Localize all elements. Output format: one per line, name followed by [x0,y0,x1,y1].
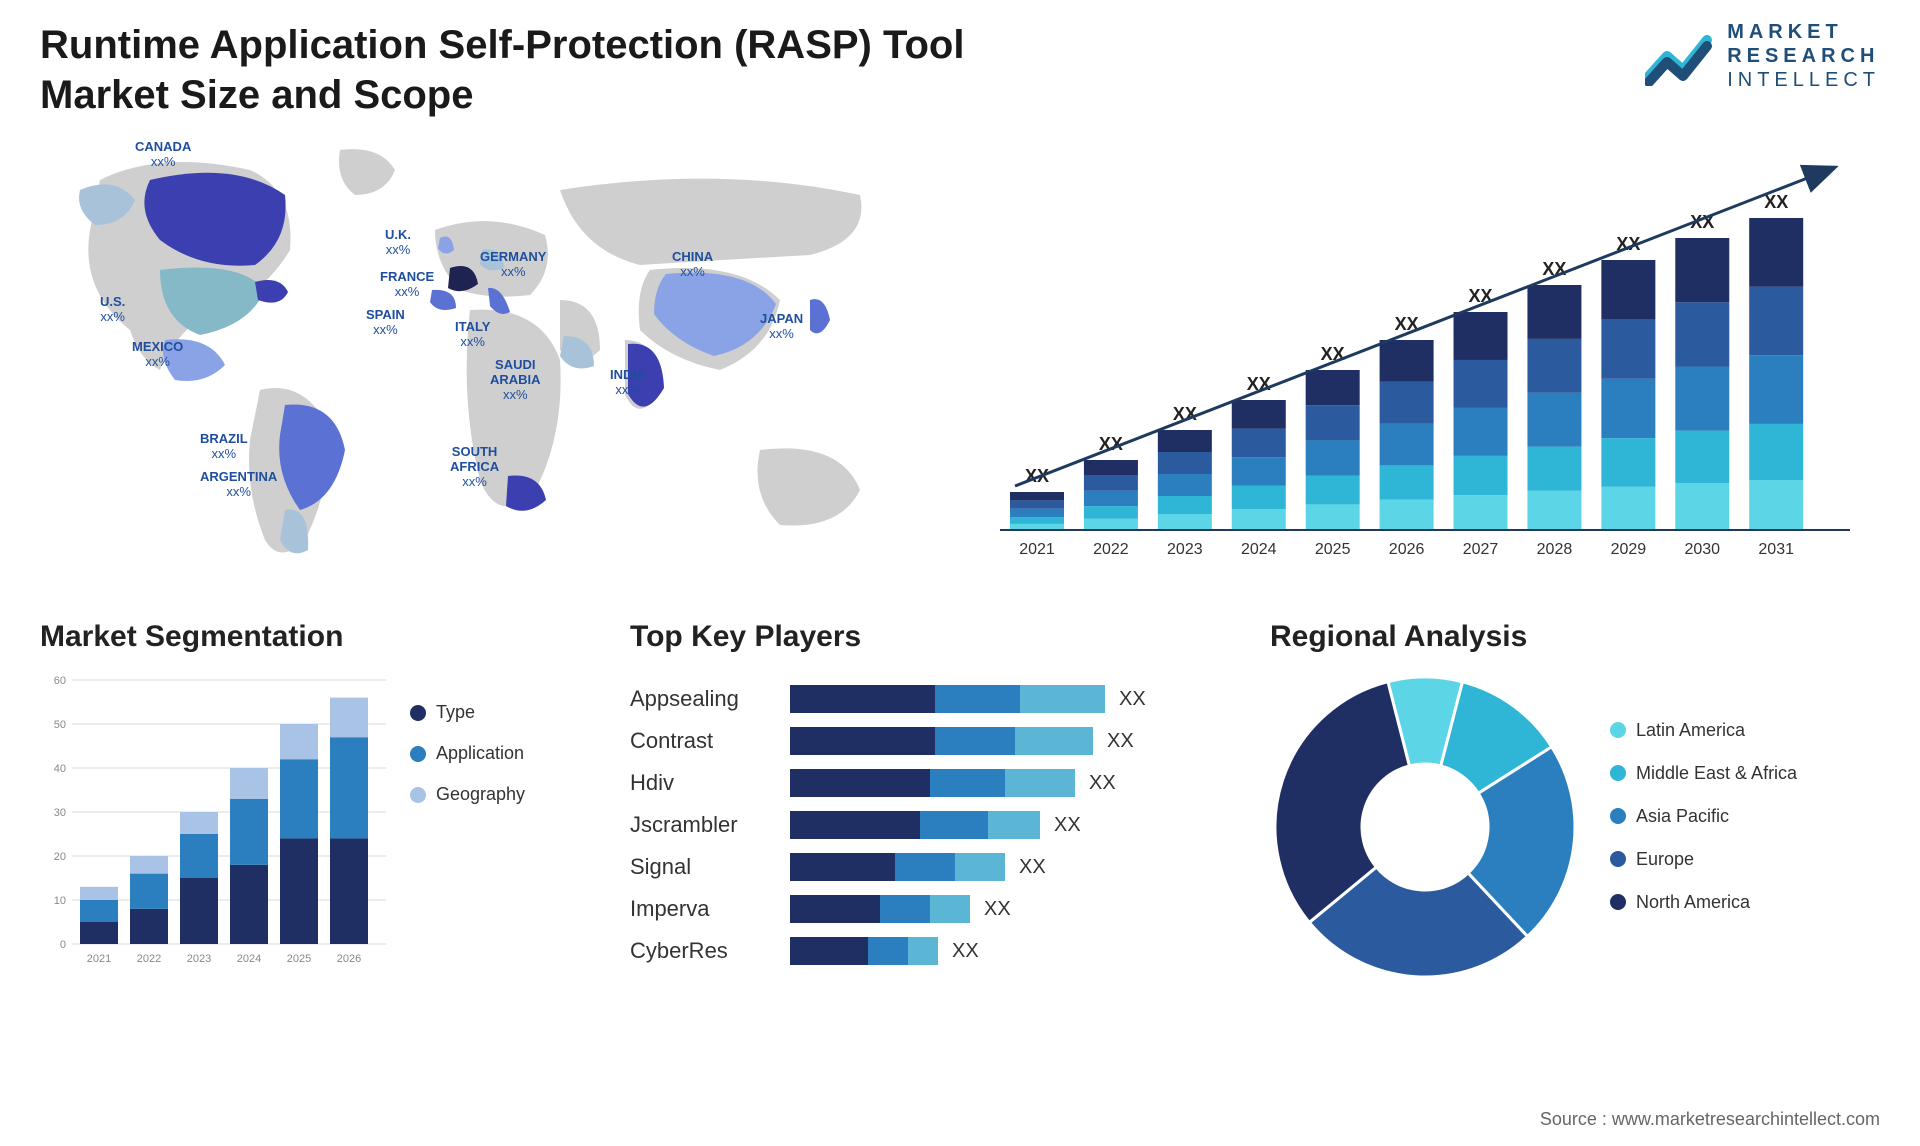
player-bar-row: XX [790,930,1240,972]
svg-text:2025: 2025 [1315,541,1351,558]
player-name: CyberRes [630,930,780,972]
legend-item: Middle East & Africa [1610,763,1880,784]
svg-text:10: 10 [54,895,66,907]
svg-text:60: 60 [54,675,66,687]
player-name: Jscrambler [630,804,780,846]
brand-logo: MARKET RESEARCH INTELLECT [1645,20,1880,92]
svg-text:2021: 2021 [1019,541,1055,558]
legend-item: Application [410,743,525,764]
players-name-list: AppsealingContrastHdivJscramblerSignalIm… [630,672,780,972]
svg-text:20: 20 [54,851,66,863]
svg-text:2022: 2022 [137,953,161,965]
svg-text:2023: 2023 [187,953,211,965]
segmentation-panel: Market Segmentation 0 10 20 30 40 50 60 2021 202… [40,620,600,1020]
player-name: Signal [630,846,780,888]
map-country-label: CANADAxx% [135,140,191,170]
svg-text:2022: 2022 [1093,541,1129,558]
segmentation-chart: 0 10 20 30 40 50 60 2021 2022 2023 2024 2025 2026 [40,672,390,972]
svg-text:2027: 2027 [1463,541,1499,558]
map-country-label: FRANCExx% [380,270,434,300]
map-country-label: SPAINxx% [366,308,405,338]
legend-item: Asia Pacific [1610,806,1880,827]
map-country-label: JAPANxx% [760,312,803,342]
players-panel: Top Key Players AppsealingContrastHdivJs… [630,620,1240,1020]
map-country-label: ARGENTINAxx% [200,470,277,500]
regional-legend: Latin America Middle East & Africa Asia Pa… [1610,720,1880,935]
player-name: Hdiv [630,762,780,804]
player-bar-row: XX [790,846,1240,888]
player-name: Imperva [630,888,780,930]
map-country-label: INDIAxx% [610,368,645,398]
svg-text:2024: 2024 [237,953,261,965]
map-country-label: ITALYxx% [455,320,490,350]
regional-title: Regional Analysis [1270,620,1880,654]
legend-item: Europe [1610,849,1880,870]
segmentation-title: Market Segmentation [40,620,600,654]
logo-text: MARKET RESEARCH INTELLECT [1727,20,1880,92]
players-title: Top Key Players [630,620,1240,654]
legend-item: Latin America [1610,720,1880,741]
svg-text:50: 50 [54,719,66,731]
map-country-label: BRAZILxx% [200,432,248,462]
svg-text:2023: 2023 [1167,541,1203,558]
player-name: Appsealing [630,678,780,720]
svg-text:2026: 2026 [1389,541,1425,558]
map-country-label: U.S.xx% [100,295,125,325]
svg-text:0: 0 [60,939,66,951]
map-country-label: SOUTHAFRICAxx% [450,445,499,490]
map-country-label: CHINAxx% [672,250,713,280]
growth-chart-panel: XX2021XX2022XX2023XX2024XX2025XX2026XX20… [950,140,1880,570]
svg-text:2021: 2021 [87,953,111,965]
svg-text:2024: 2024 [1241,541,1277,558]
svg-text:30: 30 [54,807,66,819]
player-bar-row: XX [790,678,1240,720]
regional-panel: Regional Analysis Latin America Middle Ea… [1270,620,1880,1020]
svg-text:2030: 2030 [1684,541,1720,558]
map-country-label: U.K.xx% [385,228,411,258]
svg-text:2028: 2028 [1537,541,1573,558]
player-bar-row: XX [790,888,1240,930]
player-name: Contrast [630,720,780,762]
logo-icon [1645,26,1715,86]
world-map-panel: CANADAxx% U.S.xx% MEXICOxx% BRAZILxx% ARGENT… [40,140,910,570]
source-credit: Source : www.marketresearchintellect.com [1540,1109,1880,1130]
svg-text:2026: 2026 [337,953,361,965]
legend-item: Geography [410,784,525,805]
segmentation-legend: Type Application Geography [410,672,525,972]
map-country-label: GERMANYxx% [480,250,546,280]
map-country-label: SAUDIARABIAxx% [490,358,541,403]
player-bar-row: XX [790,762,1240,804]
players-bar-chart: XXXXXXXXXXXXXX [790,672,1240,972]
page-title: Runtime Application Self-Protection (RAS… [40,20,1040,120]
regional-donut-chart [1270,672,1580,982]
player-bar-row: XX [790,720,1240,762]
svg-text:2031: 2031 [1758,541,1794,558]
map-country-label: MEXICOxx% [132,340,183,370]
svg-text:2029: 2029 [1611,541,1647,558]
growth-bar-chart: XX2021XX2022XX2023XX2024XX2025XX2026XX20… [950,140,1880,570]
svg-text:2025: 2025 [287,953,311,965]
legend-item: North America [1610,892,1880,913]
svg-text:40: 40 [54,763,66,775]
player-bar-row: XX [790,804,1240,846]
legend-item: Type [410,702,525,723]
